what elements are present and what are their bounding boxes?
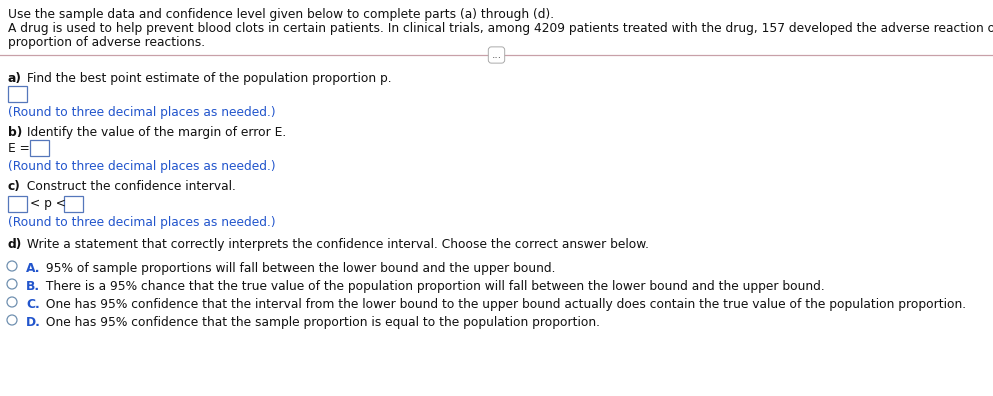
FancyBboxPatch shape (8, 196, 27, 211)
Text: A drug is used to help prevent blood clots in certain patients. In clinical tria: A drug is used to help prevent blood clo… (8, 22, 993, 35)
Circle shape (7, 297, 17, 307)
Text: 95% of sample proportions will fall between the lower bound and the upper bound.: 95% of sample proportions will fall betw… (42, 262, 555, 275)
Text: b): b) (8, 126, 22, 139)
Text: A.: A. (26, 262, 41, 275)
Text: ...: ... (492, 50, 501, 60)
Text: Identify the value of the margin of error E.: Identify the value of the margin of erro… (23, 126, 286, 139)
Text: Write a statement that correctly interprets the confidence interval. Choose the : Write a statement that correctly interpr… (23, 238, 649, 251)
FancyBboxPatch shape (30, 139, 49, 156)
Text: a): a) (8, 72, 22, 85)
Text: One has 95% confidence that the interval from the lower bound to the upper bound: One has 95% confidence that the interval… (42, 298, 966, 311)
Text: Find the best point estimate of the population proportion p.: Find the best point estimate of the popu… (23, 72, 391, 85)
Text: c): c) (8, 180, 21, 193)
Circle shape (7, 315, 17, 325)
Text: C.: C. (26, 298, 40, 311)
Text: E =: E = (8, 142, 30, 155)
Text: (Round to three decimal places as needed.): (Round to three decimal places as needed… (8, 160, 276, 173)
Text: (Round to three decimal places as needed.): (Round to three decimal places as needed… (8, 106, 276, 119)
Text: D.: D. (26, 316, 41, 329)
Text: (Round to three decimal places as needed.): (Round to three decimal places as needed… (8, 216, 276, 229)
FancyBboxPatch shape (64, 196, 82, 211)
Text: Use the sample data and confidence level given below to complete parts (a) throu: Use the sample data and confidence level… (8, 8, 554, 21)
Text: B.: B. (26, 280, 40, 293)
Circle shape (7, 261, 17, 271)
Text: One has 95% confidence that the sample proportion is equal to the population pro: One has 95% confidence that the sample p… (42, 316, 600, 329)
FancyBboxPatch shape (8, 86, 27, 101)
Circle shape (7, 279, 17, 289)
Text: There is a 95% chance that the true value of the population proportion will fall: There is a 95% chance that the true valu… (42, 280, 825, 293)
Text: Construct the confidence interval.: Construct the confidence interval. (23, 180, 236, 193)
Text: d): d) (8, 238, 22, 251)
Text: < p <: < p < (30, 197, 66, 210)
Text: proportion of adverse reactions.: proportion of adverse reactions. (8, 36, 206, 49)
